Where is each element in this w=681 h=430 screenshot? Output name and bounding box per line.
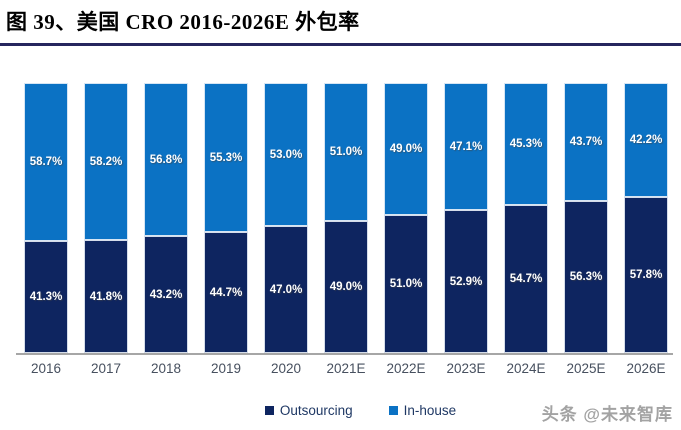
x-axis-line (16, 353, 673, 355)
segment-value-label: 41.3% (29, 291, 63, 304)
legend-swatch-outsourcing (264, 406, 274, 415)
segment-value-label: 53.0% (269, 148, 303, 161)
bar-segment-in-house: 58.7% (24, 83, 68, 242)
bar-segment-in-house: 49.0% (384, 83, 428, 216)
legend-label: In-house (403, 403, 457, 418)
segment-value-label: 52.9% (449, 275, 483, 288)
title-underline (0, 43, 681, 46)
bar-column: 53.0% 47.0% (264, 83, 308, 353)
bar-segment-outsourcing: 56.3% (564, 200, 608, 353)
x-axis-tick-label: 2016 (30, 361, 62, 376)
bar-column: 45.3% 54.7% (504, 83, 548, 353)
segment-value-label: 57.8% (629, 268, 663, 281)
bar-column: 49.0% 51.0% (384, 83, 428, 353)
x-axis-tick-label: 2026E (626, 361, 666, 376)
legend-item-in-house: In-house (388, 403, 457, 418)
segment-value-label: 55.3% (209, 151, 243, 164)
x-axis-tick-label: 2019 (210, 361, 242, 376)
x-axis-tick-label: 2020 (270, 361, 302, 376)
bar-segment-in-house: 53.0% (264, 83, 308, 227)
segment-value-label: 51.0% (329, 145, 363, 158)
segment-value-label: 51.0% (389, 278, 423, 291)
bar-column: 43.7% 56.3% (564, 83, 608, 353)
segment-value-label: 56.3% (569, 270, 603, 283)
segment-value-label: 43.7% (569, 135, 603, 148)
bar-segment-outsourcing: 54.7% (504, 205, 548, 353)
bar-segment-outsourcing: 49.0% (324, 220, 368, 353)
bar-segment-outsourcing: 41.8% (84, 240, 128, 353)
bar-segment-outsourcing: 47.0% (264, 226, 308, 353)
bar-column: 51.0% 49.0% (324, 83, 368, 353)
bar-column: 56.8% 43.2% (144, 83, 188, 353)
bar-segment-outsourcing: 41.3% (24, 241, 68, 353)
bar-segment-outsourcing: 51.0% (384, 215, 428, 353)
segment-value-label: 44.7% (209, 286, 243, 299)
x-axis-tick-label: 2022E (386, 361, 426, 376)
x-axis-labels: 2016 2017 2018 2019 2020 2021E 2022E 2023E 2024E… (24, 361, 668, 376)
bar-segment-in-house: 45.3% (504, 83, 548, 206)
segment-value-label: 43.2% (149, 288, 183, 301)
segment-value-label: 45.3% (509, 138, 543, 151)
bar-segment-outsourcing: 43.2% (144, 236, 188, 353)
x-axis-tick-label: 2024E (506, 361, 546, 376)
bar-segment-in-house: 55.3% (204, 83, 248, 233)
segment-value-label: 47.0% (269, 283, 303, 296)
segment-value-label: 41.8% (89, 290, 123, 303)
bar-column: 47.1% 52.9% (444, 83, 488, 353)
bar-segment-outsourcing: 57.8% (624, 196, 668, 353)
x-axis-tick-label: 2018 (150, 361, 182, 376)
segment-value-label: 56.8% (149, 153, 183, 166)
legend-label: Outsourcing (279, 403, 353, 418)
x-axis-tick-label: 2017 (90, 361, 122, 376)
legend-item-outsourcing: Outsourcing (264, 403, 353, 418)
x-axis-tick-label: 2025E (566, 361, 606, 376)
bar-column: 55.3% 44.7% (204, 83, 248, 353)
bar-column: 58.2% 41.8% (84, 83, 128, 353)
bar-segment-in-house: 56.8% (144, 83, 188, 237)
bar-column: 42.2% 57.8% (624, 83, 668, 353)
bar-segment-outsourcing: 52.9% (444, 210, 488, 353)
plot-area: 58.7% 41.3% 58.2% 41.8% 56.8% 43.2% 55.3% 44.7%… (24, 83, 668, 353)
segment-value-label: 58.7% (29, 156, 63, 169)
watermark-text: 头条 @未来智库 (541, 405, 673, 424)
segment-value-label: 49.0% (389, 143, 423, 156)
bar-segment-in-house: 58.2% (84, 83, 128, 241)
bar-segment-in-house: 42.2% (624, 83, 668, 197)
figure-title: 图 39、美国 CRO 2016-2026E 外包率 (6, 10, 360, 34)
segment-value-label: 54.7% (509, 273, 543, 286)
segment-value-label: 47.1% (449, 140, 483, 153)
bar-segment-in-house: 47.1% (444, 83, 488, 211)
bar-segment-in-house: 51.0% (324, 83, 368, 221)
bar-segment-outsourcing: 44.7% (204, 232, 248, 353)
x-axis-tick-label: 2021E (326, 361, 366, 376)
segment-value-label: 58.2% (89, 155, 123, 168)
bar-segment-in-house: 43.7% (564, 83, 608, 201)
x-axis-tick-label: 2023E (446, 361, 486, 376)
segment-value-label: 42.2% (629, 133, 663, 146)
chart-legend: Outsourcing In-house (20, 403, 681, 418)
bar-column: 58.7% 41.3% (24, 83, 68, 353)
legend-swatch-in-house (388, 406, 398, 415)
segment-value-label: 49.0% (329, 280, 363, 293)
